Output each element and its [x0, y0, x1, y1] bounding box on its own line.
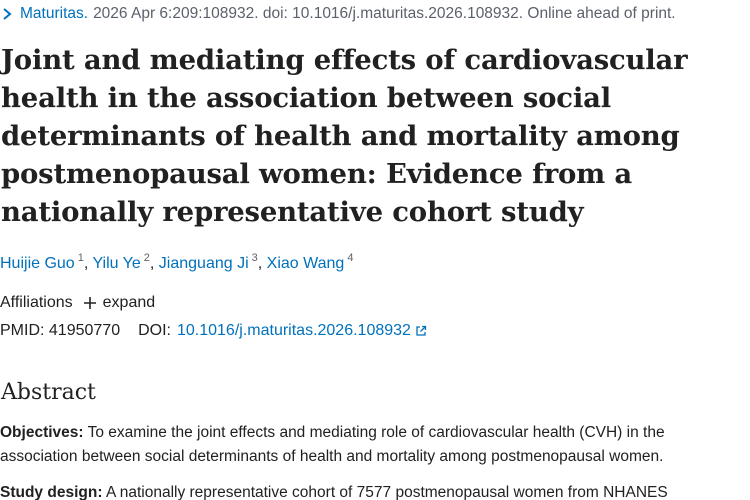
affiliations-label: Affiliations — [0, 294, 73, 311]
author-link[interactable]: Xiao Wang — [266, 255, 345, 272]
study-design-text: A nationally representative cohort of 75… — [105, 484, 668, 500]
author-separator: , — [257, 255, 267, 272]
author-separator: , — [83, 255, 93, 272]
expand-affiliations-button[interactable]: expand — [83, 294, 156, 312]
plus-icon — [83, 297, 96, 309]
author-separator: , — [149, 255, 159, 272]
doi-value: 10.1016/j.maturitas.2026.108932 — [176, 322, 411, 339]
objectives-label: Objectives: — [0, 424, 84, 441]
pmid-label: PMID: — [0, 322, 45, 339]
citation-details: 2026 Apr 6:209:108932. doi: 10.1016/j.ma… — [93, 5, 676, 22]
author-affiliation-ref[interactable]: 3 — [251, 252, 258, 264]
author-link[interactable]: Huijie Guo — [0, 255, 75, 272]
author-affiliation-ref[interactable]: 2 — [143, 252, 150, 264]
pmid-value: 41950770 — [48, 322, 121, 339]
affiliations-row: Affiliations expand — [0, 292, 155, 314]
doi-link[interactable]: 10.1016/j.maturitas.2026.108932 — [177, 322, 427, 340]
author-affiliation-ref[interactable]: 1 — [77, 252, 84, 264]
abstract-heading: Abstract — [1, 380, 96, 405]
author-list: Huijie Guo 1, Yilu Ye 2, Jianguang Ji 3, Xi… — [0, 253, 353, 275]
author-link[interactable]: Yilu Ye — [92, 255, 141, 272]
journal-link[interactable]: Maturitas. — [20, 5, 89, 22]
identifiers-row: PMID: 41950770 DOI: 10.1016/j.maturitas.… — [0, 320, 427, 342]
article-title: Joint and mediating effects of cardiovas… — [1, 44, 688, 228]
author-affiliation-ref[interactable]: 4 — [347, 252, 354, 264]
expand-label: expand — [102, 294, 156, 311]
author-link[interactable]: Jianguang Ji — [158, 255, 249, 272]
external-link-icon — [416, 325, 427, 336]
doi-label: DOI: — [138, 322, 171, 339]
chevron-right-icon[interactable] — [0, 7, 14, 21]
citation-line: Maturitas. 2026 Apr 6:209:108932. doi: 1… — [0, 3, 676, 25]
abstract-objectives: Objectives: To examine the joint effects… — [0, 421, 745, 469]
abstract-study-design: Study design: A nationally representativ… — [0, 481, 745, 500]
objectives-text: To examine the joint effects and mediati… — [0, 424, 665, 465]
study-design-label: Study design: — [0, 484, 103, 500]
